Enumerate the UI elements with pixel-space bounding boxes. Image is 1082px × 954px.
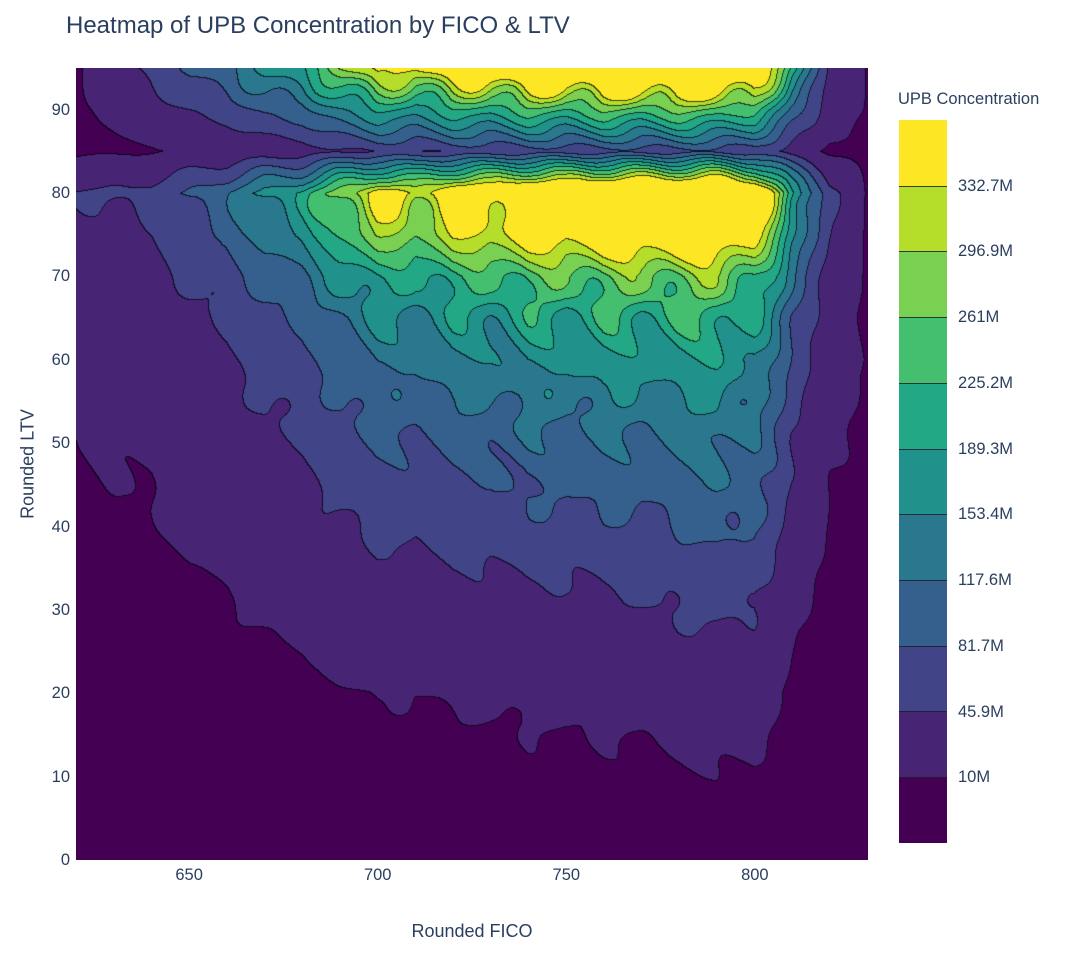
colorbar-band — [899, 645, 947, 712]
colorbar-tick-label: 296.9M — [958, 242, 1014, 261]
colorbar-band — [899, 317, 947, 383]
x-axis-title: Rounded FICO — [411, 921, 533, 941]
colorbar-tick-label: 81.7M — [958, 636, 1004, 655]
contour-plot-canvas[interactable] — [76, 68, 868, 860]
colorbar-tick-label: 153.4M — [958, 505, 1014, 524]
y-tick-label: 60 — [51, 350, 70, 369]
colorbar-band — [899, 120, 947, 186]
x-tick-label: 650 — [175, 866, 203, 884]
colorbar-band — [899, 382, 947, 449]
colorbar-tick-label: 189.3M — [958, 439, 1014, 458]
colorbar-band — [899, 251, 947, 318]
y-axis-title: Rounded LTV — [17, 409, 38, 519]
y-tick-label: 10 — [51, 767, 70, 786]
colorbar-band — [899, 711, 947, 778]
colorbar-band — [899, 185, 947, 252]
y-tick-label: 20 — [51, 684, 70, 703]
colorbar-band — [899, 777, 947, 843]
colorbar-tick-label: 117.6M — [958, 571, 1012, 590]
y-tick-label: 50 — [51, 434, 70, 453]
colorbar-tick-label: 225.2M — [958, 373, 1014, 392]
y-tick-label: 90 — [51, 100, 70, 119]
colorbar-tick-label: 261M — [958, 308, 1000, 327]
colorbar-band — [899, 514, 947, 581]
colorbar-band — [899, 448, 947, 515]
y-tick-label: 80 — [51, 184, 70, 203]
colorbar-band — [899, 580, 947, 646]
colorbar-tick-label: 332.7M — [958, 176, 1014, 195]
x-tick-label: 800 — [741, 866, 769, 884]
y-tick-label: 0 — [60, 851, 70, 869]
y-tick-label: 30 — [51, 600, 70, 619]
x-tick-label: 750 — [552, 866, 581, 884]
x-tick-label: 700 — [363, 866, 392, 884]
colorbar-tick-label: 10M — [958, 768, 991, 787]
colorbar — [899, 120, 947, 843]
colorbar-tick-label: 45.9M — [958, 702, 1004, 721]
chart-title: Heatmap of UPB Concentration by FICO & L… — [66, 12, 570, 39]
colorbar-title: UPB Concentration — [898, 90, 1040, 108]
y-tick-label: 40 — [51, 517, 70, 536]
y-tick-label: 70 — [51, 267, 70, 286]
